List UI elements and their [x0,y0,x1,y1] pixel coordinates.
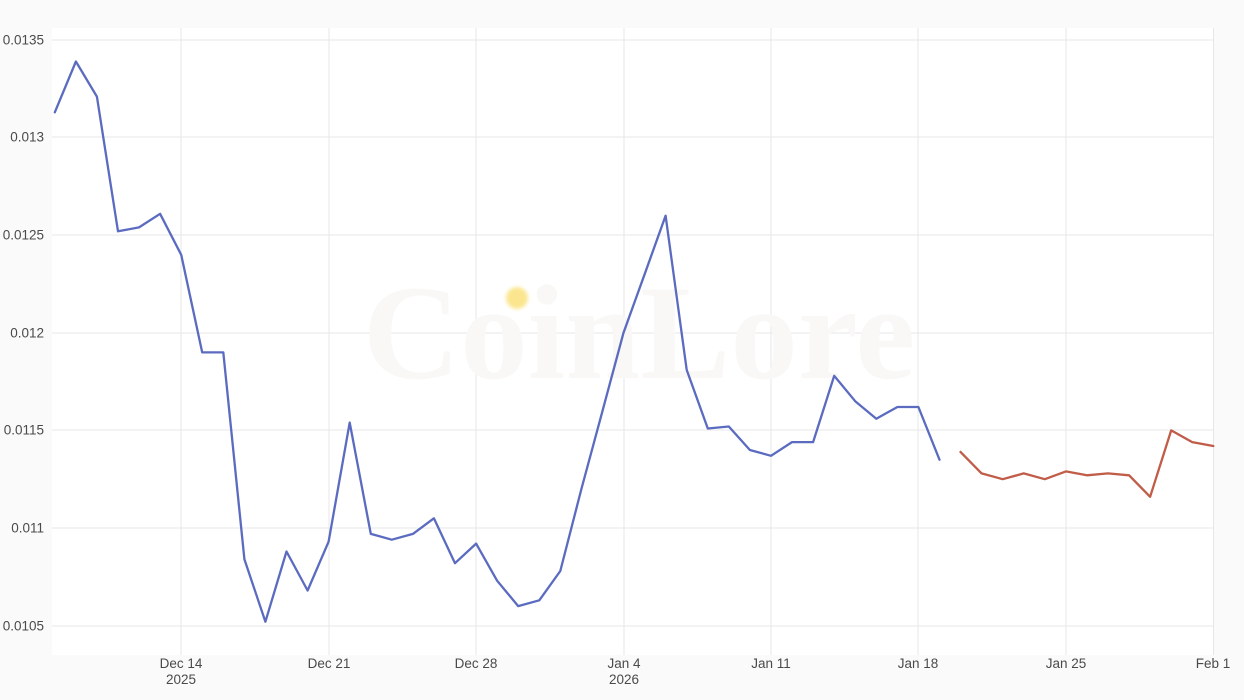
svg-text:Jan 18: Jan 18 [898,656,939,671]
svg-text:0.011: 0.011 [11,521,44,536]
svg-text:0.0105: 0.0105 [3,619,44,634]
svg-text:Dec 21: Dec 21 [308,656,351,671]
svg-text:Jan 11: Jan 11 [751,656,791,671]
svg-text:Jan 25: Jan 25 [1046,656,1087,671]
svg-text:2026: 2026 [609,672,639,687]
svg-text:CoinLore: CoinLore [363,259,916,408]
svg-text:2025: 2025 [166,672,196,687]
svg-text:0.0115: 0.0115 [4,423,44,438]
svg-text:Jan 4: Jan 4 [607,656,641,671]
svg-text:0.0125: 0.0125 [3,228,44,243]
svg-text:0.012: 0.012 [10,326,44,341]
svg-text:Dec 28: Dec 28 [455,656,498,671]
svg-text:Feb 1: Feb 1 [1196,656,1231,671]
svg-text:Dec 14: Dec 14 [160,656,203,671]
svg-text:0.013: 0.013 [10,130,44,145]
svg-text:0.0135: 0.0135 [3,33,44,48]
